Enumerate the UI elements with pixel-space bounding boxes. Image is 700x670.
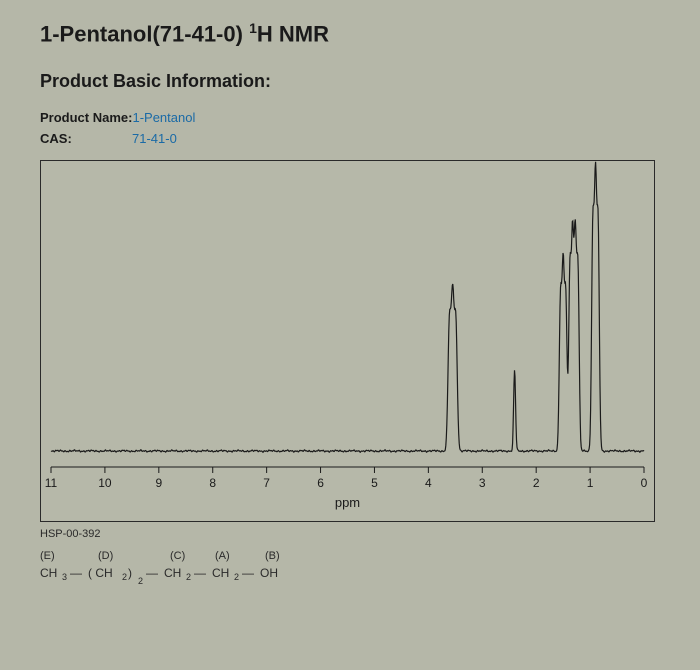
structure-formula-part: 2	[186, 572, 191, 582]
x-tick-label: 1	[587, 476, 594, 490]
title-pre: 1-Pentanol(71-41-0)	[40, 21, 249, 46]
section-heading: Product Basic Information:	[40, 71, 660, 92]
product-name-value: 1-Pentanol	[132, 110, 195, 125]
cas-row: CAS:71-41-0	[40, 131, 660, 146]
structure-formula-part: OH	[260, 566, 278, 580]
structure-formula-part: CH	[40, 566, 57, 580]
structure-formula-part: —	[146, 566, 158, 580]
cas-value: 71-41-0	[132, 131, 177, 146]
structure-position-label: (D)	[98, 550, 113, 562]
x-tick-label: 6	[317, 476, 324, 490]
structure-formula-part: —	[70, 566, 82, 580]
x-axis-label: ppm	[335, 495, 360, 510]
structure-formula-part: CH	[164, 566, 181, 580]
x-tick-label: 5	[371, 476, 378, 490]
x-tick-label: 8	[209, 476, 216, 490]
x-tick-label: 10	[98, 476, 112, 490]
structure-position-label: (B)	[265, 550, 280, 562]
x-tick-label: 2	[533, 476, 540, 490]
structure-formula-part: 2	[122, 572, 127, 582]
x-tick-label: 4	[425, 476, 432, 490]
nmr-spectrum-box: 11109876543210ppm	[40, 160, 655, 522]
structure-formula-part: 3	[62, 572, 67, 582]
title-post: H NMR	[257, 21, 329, 46]
hsp-code: HSP-00-392	[40, 528, 660, 540]
structure-formula-part: —	[242, 566, 254, 580]
structure-formula-part: —	[194, 566, 206, 580]
product-name-row: Product Name:1-Pentanol	[40, 110, 660, 125]
structure-formula-part: 2	[234, 572, 239, 582]
structure-diagram: (E)(D)(C)(A)(B) CH3—( CH2 )2—CH2—CH2—OH	[40, 550, 440, 590]
cas-label: CAS:	[40, 131, 132, 146]
structure-position-label: (A)	[215, 550, 230, 562]
product-name-label: Product Name:	[40, 110, 132, 125]
structure-formula-part: CH	[212, 566, 229, 580]
x-tick-label: 7	[263, 476, 270, 490]
structure-position-label: (C)	[170, 550, 185, 562]
x-tick-label: 11	[45, 476, 58, 490]
x-tick-label: 3	[479, 476, 486, 490]
spectrum-trace	[51, 162, 644, 452]
x-tick-label: 9	[155, 476, 162, 490]
title-sup: 1	[249, 20, 257, 36]
x-tick-label: 0	[641, 476, 648, 490]
nmr-spectrum: 11109876543210ppm	[41, 161, 654, 521]
structure-formula-part: 2	[138, 576, 143, 586]
structure-formula-part: ( CH	[88, 566, 113, 580]
structure-position-label: (E)	[40, 550, 55, 562]
spectrum-footer: HSP-00-392 (E)(D)(C)(A)(B) CH3—( CH2 )2—…	[40, 528, 660, 590]
page-title: 1-Pentanol(71-41-0) 1H NMR	[40, 20, 660, 47]
structure-formula-part: )	[128, 566, 132, 580]
